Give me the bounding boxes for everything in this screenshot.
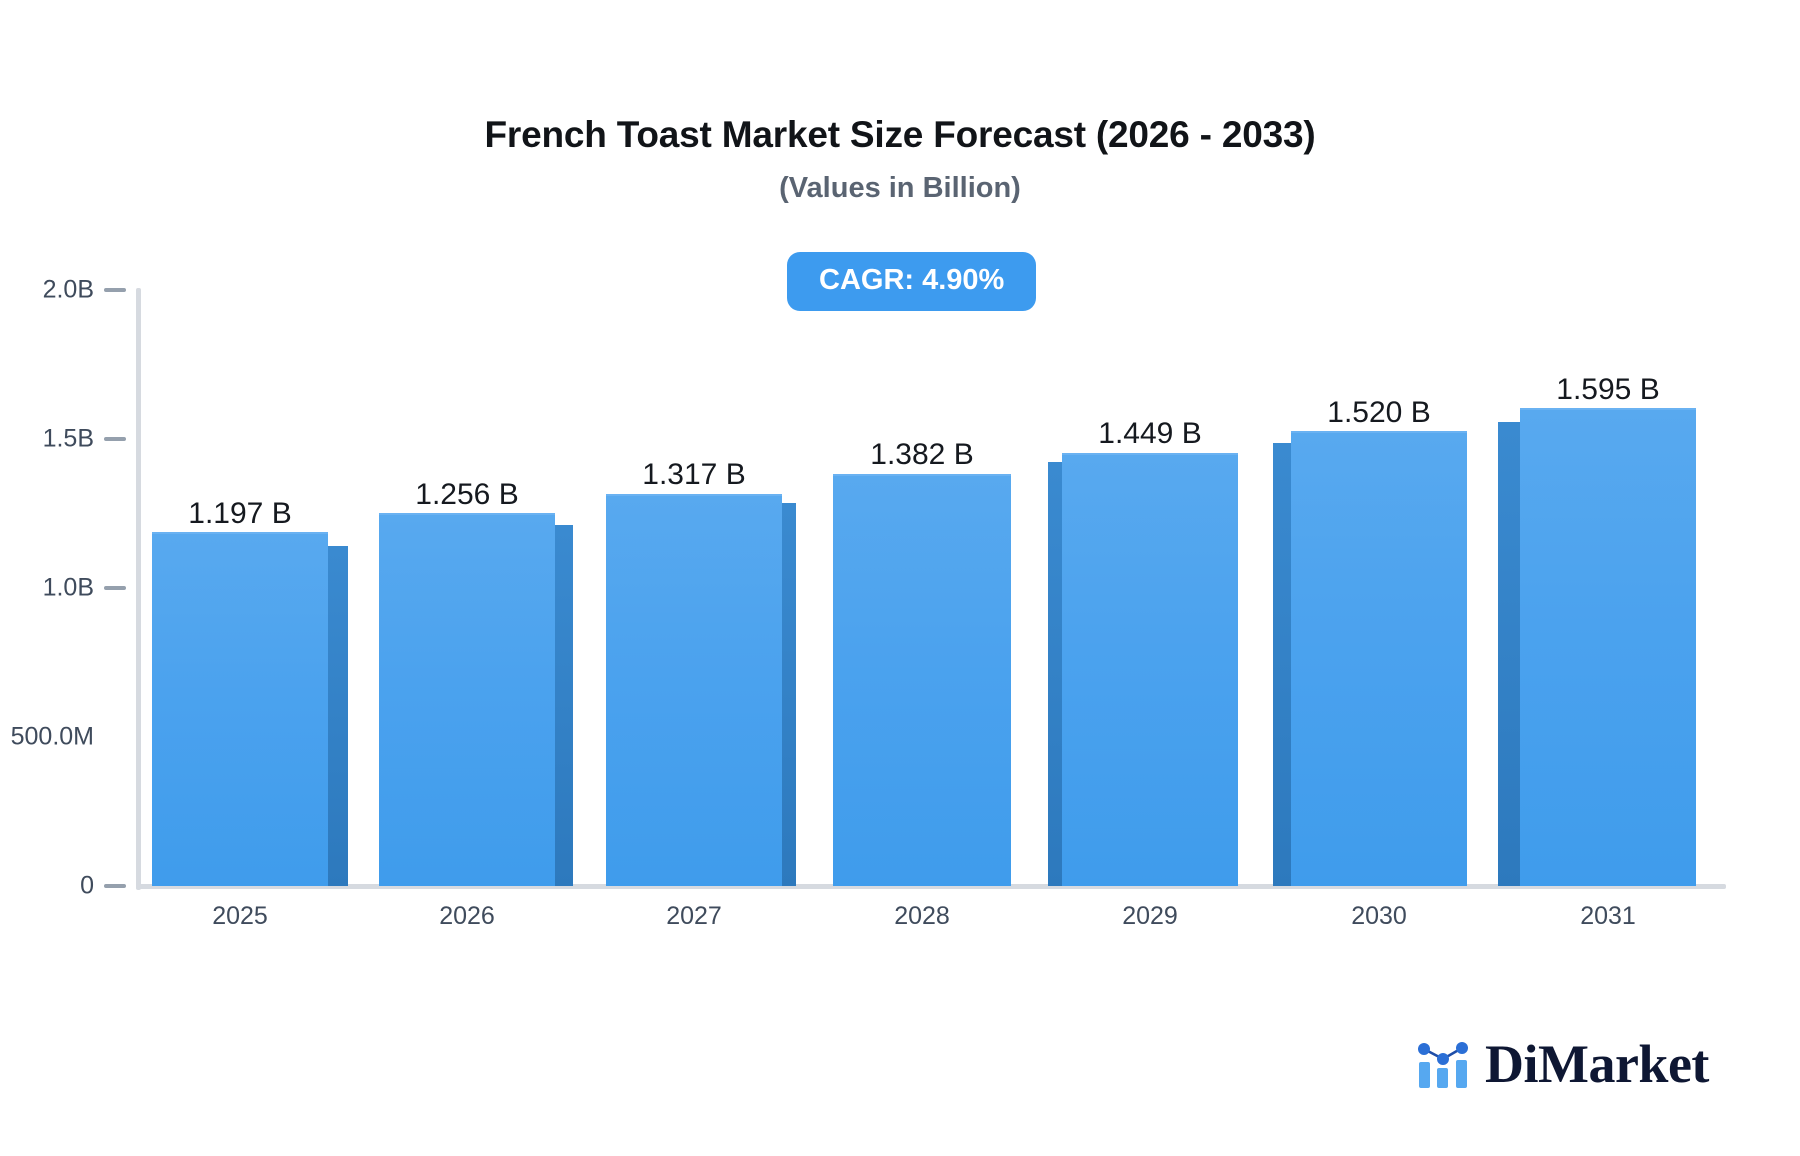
bar-front-face	[833, 474, 1011, 886]
x-axis-label-2031: 2031	[1580, 902, 1636, 930]
y-axis-line	[136, 288, 141, 890]
bar-side-face	[782, 503, 796, 886]
bar-front-face	[606, 494, 782, 886]
bar-side-face	[1273, 443, 1291, 886]
x-axis-line	[136, 884, 1726, 889]
x-axis-label-2026: 2026	[439, 902, 495, 930]
x-axis-label-2030: 2030	[1351, 902, 1407, 930]
bar-2030[interactable]	[1273, 431, 1467, 886]
x-axis-label-2025: 2025	[212, 902, 268, 930]
logo-wordmark: DiMarket	[1485, 1034, 1709, 1094]
bar-side-face	[1048, 462, 1062, 886]
y-axis-tick-1b	[104, 586, 126, 590]
bar-front-face	[1291, 431, 1467, 886]
bar-front-face	[379, 513, 555, 886]
bar-side-face	[328, 546, 348, 886]
y-axis-label-0: 0	[80, 871, 94, 900]
bar-front-face	[1520, 408, 1696, 886]
x-axis-label-2028: 2028	[894, 902, 950, 930]
bar-2027[interactable]	[606, 494, 796, 886]
bar-2025[interactable]	[152, 532, 348, 886]
bar-side-face	[1498, 422, 1520, 886]
bar-2031[interactable]	[1498, 408, 1696, 886]
bar-value-label-2031: 1.595 B	[1556, 373, 1660, 406]
bar-value-label-2027: 1.317 B	[642, 458, 746, 491]
bar-side-face	[555, 525, 573, 886]
bar-chart-logo-icon	[1418, 1042, 1468, 1088]
y-axis-tick-0	[104, 884, 126, 888]
bar-2029[interactable]	[1048, 453, 1238, 886]
y-axis-tick-1-5b	[104, 437, 126, 441]
bar-value-label-2029: 1.449 B	[1098, 417, 1202, 450]
y-axis-label-500m: 500.0M	[10, 722, 94, 751]
brand-logo: DiMarket	[1415, 1036, 1709, 1092]
x-axis-label-2029: 2029	[1122, 902, 1178, 930]
bar-value-label-2025: 1.197 B	[188, 497, 292, 530]
y-axis-label-1b: 1.0B	[42, 573, 94, 602]
cagr-badge: CAGR: 4.90%	[787, 252, 1037, 311]
bar-value-label-2030: 1.520 B	[1327, 396, 1431, 429]
bar-value-label-2028: 1.382 B	[870, 438, 974, 471]
y-axis-label-2b: 2.0B	[42, 275, 94, 304]
chart-subtitle: (Values in Billion)	[779, 172, 1021, 204]
y-axis-tick-2b	[104, 288, 126, 292]
bar-value-label-2026: 1.256 B	[415, 478, 519, 511]
bar-front-face	[1062, 453, 1238, 886]
bar-front-face	[152, 532, 328, 886]
x-axis-label-2027: 2027	[666, 902, 722, 930]
y-axis-label-1-5b: 1.5B	[42, 424, 94, 453]
page-title: French Toast Market Size Forecast (2026 …	[484, 114, 1316, 155]
bar-2026[interactable]	[379, 513, 573, 886]
bar-2028[interactable]	[833, 474, 1011, 886]
